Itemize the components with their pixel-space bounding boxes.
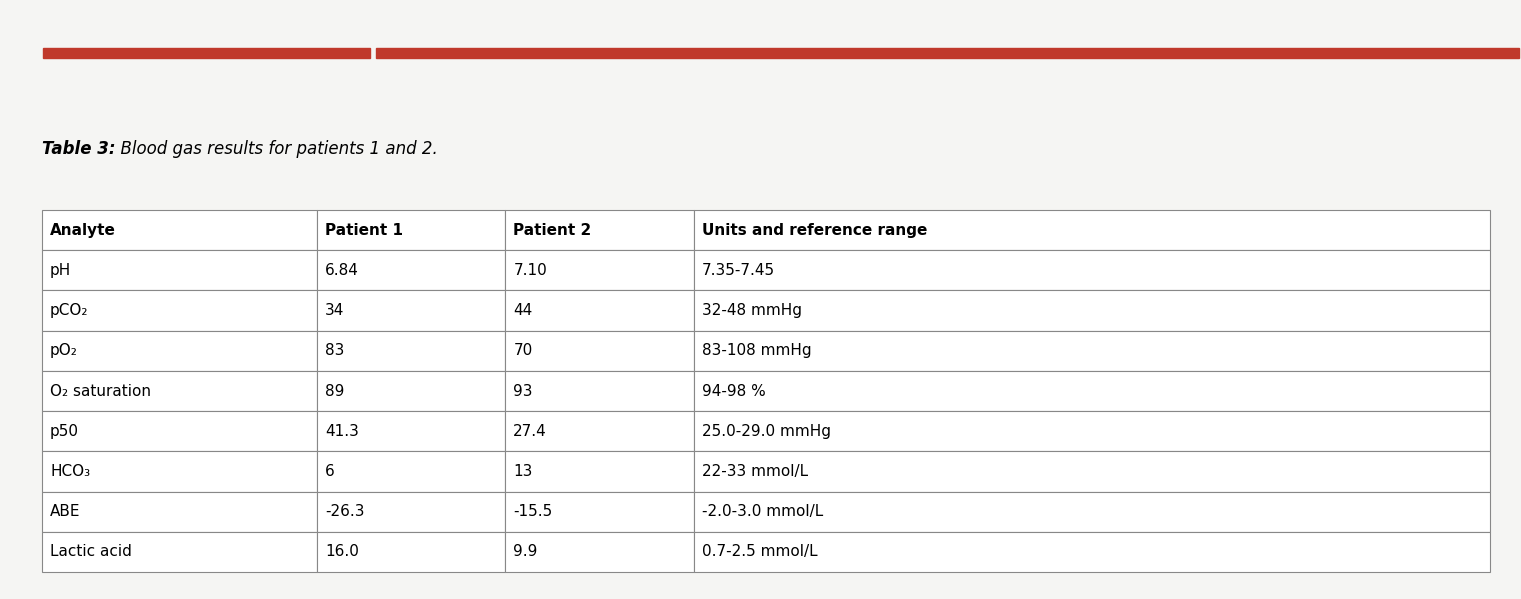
Text: p50: p50 — [50, 423, 79, 438]
Bar — [505, 411, 694, 451]
Bar — [316, 250, 505, 291]
Bar — [694, 532, 1491, 572]
Bar — [43, 371, 316, 411]
Text: 0.7-2.5 mmol/L: 0.7-2.5 mmol/L — [701, 544, 817, 559]
Bar — [694, 291, 1491, 331]
Text: 16.0: 16.0 — [325, 544, 359, 559]
Bar — [43, 411, 316, 451]
Text: 6: 6 — [325, 464, 335, 479]
Bar — [505, 451, 694, 492]
Text: 6.84: 6.84 — [325, 263, 359, 278]
Text: Blood gas results for patients 1 and 2.: Blood gas results for patients 1 and 2. — [110, 140, 438, 158]
Text: 94-98 %: 94-98 % — [701, 383, 765, 398]
Text: -26.3: -26.3 — [325, 504, 365, 519]
Text: Patient 1: Patient 1 — [325, 223, 403, 238]
Text: Table 3:: Table 3: — [43, 140, 116, 158]
Text: ABE: ABE — [50, 504, 81, 519]
Text: pH: pH — [50, 263, 71, 278]
Text: 27.4: 27.4 — [514, 423, 548, 438]
Bar — [694, 411, 1491, 451]
Text: 83-108 mmHg: 83-108 mmHg — [701, 343, 811, 358]
Text: Units and reference range: Units and reference range — [701, 223, 926, 238]
Bar — [316, 451, 505, 492]
Bar — [43, 451, 316, 492]
Bar — [694, 210, 1491, 250]
Bar — [505, 331, 694, 371]
Bar — [505, 250, 694, 291]
Text: 44: 44 — [514, 303, 532, 318]
Bar — [43, 48, 370, 58]
Bar — [43, 492, 316, 532]
Bar — [316, 331, 505, 371]
Bar — [694, 250, 1491, 291]
Text: 7.35-7.45: 7.35-7.45 — [701, 263, 774, 278]
Text: 89: 89 — [325, 383, 344, 398]
Bar — [43, 532, 316, 572]
Bar — [316, 291, 505, 331]
Text: Patient 2: Patient 2 — [514, 223, 592, 238]
Text: 13: 13 — [514, 464, 532, 479]
Text: 93: 93 — [514, 383, 532, 398]
Bar — [316, 210, 505, 250]
Text: Analyte: Analyte — [50, 223, 116, 238]
Bar — [316, 411, 505, 451]
Text: O₂ saturation: O₂ saturation — [50, 383, 151, 398]
Text: 32-48 mmHg: 32-48 mmHg — [701, 303, 802, 318]
Bar — [505, 210, 694, 250]
Bar — [43, 291, 316, 331]
Text: Lactic acid: Lactic acid — [50, 544, 132, 559]
Bar — [694, 371, 1491, 411]
Text: 41.3: 41.3 — [325, 423, 359, 438]
Text: 22-33 mmol/L: 22-33 mmol/L — [701, 464, 808, 479]
Bar — [316, 492, 505, 532]
Bar — [694, 451, 1491, 492]
Bar — [316, 371, 505, 411]
Text: 7.10: 7.10 — [514, 263, 548, 278]
Text: 25.0-29.0 mmHg: 25.0-29.0 mmHg — [701, 423, 830, 438]
Bar — [43, 331, 316, 371]
Text: 34: 34 — [325, 303, 344, 318]
Bar — [316, 532, 505, 572]
Bar — [505, 492, 694, 532]
Bar — [376, 48, 1519, 58]
Text: 70: 70 — [514, 343, 532, 358]
Bar — [694, 492, 1491, 532]
Bar — [43, 250, 316, 291]
Bar — [505, 532, 694, 572]
Bar — [694, 331, 1491, 371]
Text: pO₂: pO₂ — [50, 343, 78, 358]
Text: -2.0-3.0 mmol/L: -2.0-3.0 mmol/L — [701, 504, 823, 519]
Text: -15.5: -15.5 — [514, 504, 552, 519]
Text: 83: 83 — [325, 343, 344, 358]
Text: 9.9: 9.9 — [514, 544, 538, 559]
Bar — [43, 210, 316, 250]
Bar — [505, 291, 694, 331]
Text: pCO₂: pCO₂ — [50, 303, 88, 318]
Bar — [505, 371, 694, 411]
Text: HCO₃: HCO₃ — [50, 464, 90, 479]
